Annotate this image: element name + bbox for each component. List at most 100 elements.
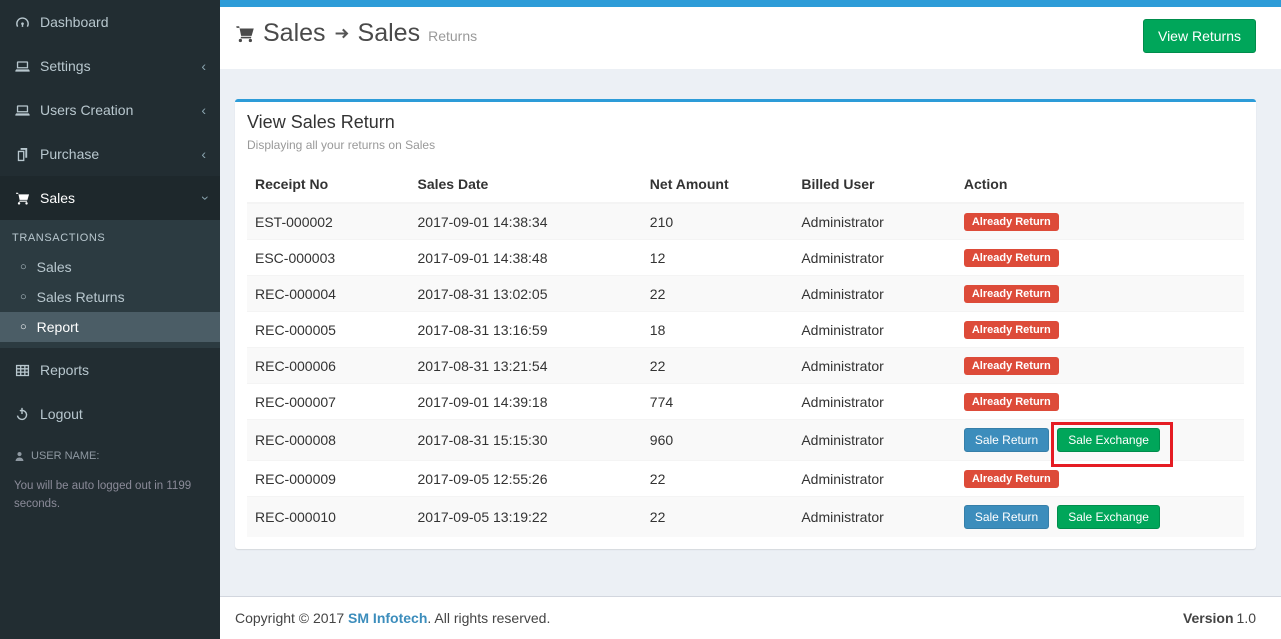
action-cell: Already Return xyxy=(955,383,1244,420)
sale-exchange-button[interactable]: Sale Exchange xyxy=(1057,505,1160,529)
sidebar: Dashboard Settings ‹ Users Creation ‹ Pu… xyxy=(0,0,220,639)
sales-date-cell: 2017-09-05 13:19:22 xyxy=(409,496,642,537)
net-amount-cell: 12 xyxy=(641,239,794,276)
sale-return-button[interactable]: Sale Return xyxy=(963,505,1050,529)
transactions-section-label: TRANSACTIONS xyxy=(12,232,106,244)
power-icon xyxy=(14,407,30,421)
sales-date-cell: 2017-09-01 14:39:18 xyxy=(409,383,642,420)
action-cell: Already Return xyxy=(955,202,1244,240)
receipt-no-cell: REC-000009 xyxy=(247,460,410,497)
table-row: REC-000004 2017-08-31 13:02:05 22 Administr… xyxy=(247,275,1244,312)
sidebar-item-label: Reports xyxy=(40,362,90,378)
sidebar-subitem-label: Report xyxy=(36,319,79,335)
reports-table-icon xyxy=(14,363,30,378)
sidebar-item-reports[interactable]: Reports xyxy=(0,348,220,392)
copyright-text: Copyright © 2017 SM Infotech. All rights… xyxy=(235,610,550,626)
sidebar-item-label: Sales xyxy=(40,190,76,206)
receipt-no-cell: REC-000004 xyxy=(247,275,410,312)
view-returns-button[interactable]: View Returns xyxy=(1142,19,1256,53)
copyright-prefix: Copyright © 2017 xyxy=(235,610,345,626)
sale-return-button[interactable]: Sale Return xyxy=(963,428,1050,452)
version-label: Version xyxy=(1182,610,1234,626)
sidebar-subitem-sales[interactable]: ○ Sales xyxy=(0,252,220,282)
sidebar-item-settings[interactable]: Settings ‹ xyxy=(0,44,220,88)
settings-icon xyxy=(14,59,30,74)
table-row: REC-000010 2017-09-05 13:19:22 22 Administr… xyxy=(247,496,1244,537)
billed-user-cell: Administrator xyxy=(793,347,956,384)
footer: Copyright © 2017 SM Infotech. All rights… xyxy=(220,596,1281,639)
page-title: Sales Sales Returns xyxy=(235,19,477,48)
receipt-no-cell: REC-000008 xyxy=(247,419,410,461)
card-title: View Sales Return xyxy=(247,112,395,132)
sales-submenu: TRANSACTIONS ○ Sales ○ Sales Returns ○ R… xyxy=(0,220,220,348)
action-cell: Sale Return Sale Exchange xyxy=(955,419,1244,467)
billed-user-cell: Administrator xyxy=(793,419,956,461)
billed-user-cell: Administrator xyxy=(793,202,956,240)
sidebar-item-label: Settings xyxy=(40,58,91,74)
table-row: REC-000007 2017-09-01 14:39:18 774 Administ… xyxy=(247,383,1244,420)
main-area: Sales Sales Returns View Returns View Sa… xyxy=(220,0,1281,639)
already-return-badge: Already Return xyxy=(963,393,1059,411)
version-text: Version 1.0 xyxy=(1183,610,1256,626)
net-amount-cell: 22 xyxy=(641,496,794,537)
breadcrumb-primary: Sales xyxy=(263,19,326,47)
users-creation-icon xyxy=(14,103,30,118)
user-panel: USER NAME: You will be auto logged out i… xyxy=(0,436,220,514)
highlight-annotation: Sale Exchange xyxy=(1051,422,1173,467)
cart-icon xyxy=(235,24,255,44)
sales-date-cell: 2017-09-01 14:38:48 xyxy=(409,239,642,276)
breadcrumb-suffix: Returns xyxy=(428,28,478,44)
table-row: REC-000009 2017-09-05 12:55:26 22 Administr… xyxy=(247,460,1244,497)
billed-user-cell: Administrator xyxy=(793,460,956,497)
sale-exchange-button[interactable]: Sale Exchange xyxy=(1057,428,1160,452)
already-return-badge: Already Return xyxy=(963,285,1059,303)
card-subtitle: Displaying all your returns on Sales xyxy=(247,138,436,152)
sidebar-subitem-sales-returns[interactable]: ○ Sales Returns xyxy=(0,282,220,312)
auto-logout-notice: You will be auto logged out in 1199 seco… xyxy=(14,480,192,510)
purchase-icon xyxy=(14,147,30,162)
sales-date-cell: 2017-08-31 13:16:59 xyxy=(409,311,642,348)
version-number: 1.0 xyxy=(1236,610,1256,626)
net-amount-cell: 18 xyxy=(641,311,794,348)
sales-cart-icon xyxy=(14,191,30,206)
action-cell: Sale Return Sale Exchange xyxy=(955,496,1244,537)
table-row: REC-000006 2017-08-31 13:21:54 22 Administr… xyxy=(247,347,1244,384)
sales-return-card: View Sales Return Displaying all your re… xyxy=(235,99,1256,549)
copyright-suffix: . All rights reserved. xyxy=(427,610,551,626)
net-amount-cell: 22 xyxy=(641,347,794,384)
sales-date-cell: 2017-09-05 12:55:26 xyxy=(409,460,642,497)
action-cell: Already Return xyxy=(955,347,1244,384)
chevron-left-icon: ‹ xyxy=(201,58,206,74)
chevron-down-icon: ‹ xyxy=(195,195,212,201)
sidebar-item-logout[interactable]: Logout xyxy=(0,392,220,436)
sidebar-subitem-report[interactable]: ○ Report xyxy=(0,312,220,342)
sidebar-item-sales[interactable]: Sales ‹ xyxy=(0,176,220,220)
sidebar-item-dashboard[interactable]: Dashboard xyxy=(0,0,220,44)
sales-return-table-body: EST-000002 2017-09-01 14:38:34 210 Administ… xyxy=(247,202,1244,537)
action-cell: Already Return xyxy=(955,275,1244,312)
sidebar-item-label: Dashboard xyxy=(40,14,109,30)
sales-date-cell: 2017-09-01 14:38:34 xyxy=(409,202,642,240)
sidebar-item-label: Logout xyxy=(40,406,83,422)
user-icon xyxy=(14,451,25,462)
sidebar-item-label: Purchase xyxy=(40,146,100,162)
already-return-badge: Already Return xyxy=(963,470,1059,488)
table-row: REC-000005 2017-08-31 13:16:59 18 Administr… xyxy=(247,311,1244,348)
receipt-no-cell: ESC-000003 xyxy=(247,239,410,276)
sales-date-cell: 2017-08-31 13:21:54 xyxy=(409,347,642,384)
sidebar-item-purchase[interactable]: Purchase ‹ xyxy=(0,132,220,176)
already-return-badge: Already Return xyxy=(963,249,1059,267)
action-cell: Already Return xyxy=(955,311,1244,348)
user-name-row: USER NAME: xyxy=(14,450,206,462)
circle-icon: ○ xyxy=(20,260,27,273)
company-link[interactable]: SM Infotech xyxy=(348,610,428,626)
receipt-no-cell: REC-000006 xyxy=(247,347,410,384)
column-header-action: Action xyxy=(955,166,1244,204)
sidebar-subitem-label: Sales Returns xyxy=(36,289,125,305)
action-cell: Already Return xyxy=(955,460,1244,497)
already-return-badge: Already Return xyxy=(963,213,1059,231)
chevron-left-icon: ‹ xyxy=(201,102,206,118)
sidebar-item-users-creation[interactable]: Users Creation ‹ xyxy=(0,88,220,132)
column-header-receipt-no: Receipt No xyxy=(247,166,410,204)
